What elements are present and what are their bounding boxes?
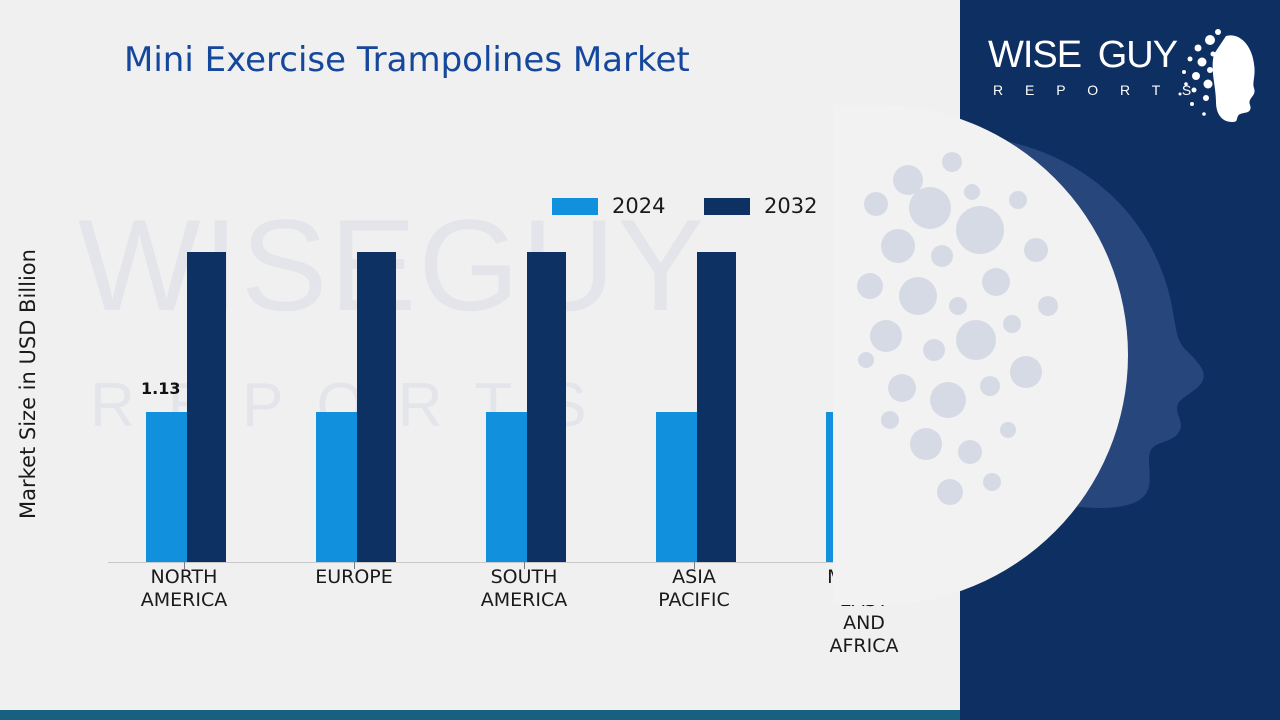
category-label-word: ASIA [672, 566, 716, 588]
category-label-word: AMERICA [140, 589, 228, 611]
category-label-word: PACIFIC [658, 589, 730, 611]
category-label-line: NORTH AMERICA [104, 566, 264, 612]
legend-label-2032: 2032 [764, 194, 818, 218]
category-label-word: SOUTH [490, 566, 558, 588]
bottom-accent-strip [0, 710, 960, 720]
y-axis-title: Market Size in USD Billion [16, 249, 40, 519]
bar-2032-north-america [187, 252, 226, 562]
category-label-asia-pacific: ASIA PACIFIC [614, 566, 774, 612]
logo-word-guy: GUY [1097, 34, 1178, 76]
bar-2032-europe [357, 252, 396, 562]
x-tick-south-america [524, 562, 525, 569]
x-tick-asia-pacific [694, 562, 695, 569]
wiseguy-logo[interactable]: WISE GUY R E P O R T S [988, 29, 1258, 123]
legend-item-2032[interactable]: 2032 [704, 194, 817, 218]
logo-subtitle: R E P O R T S [993, 82, 1201, 98]
category-label-line: ASIA PACIFIC [614, 566, 774, 612]
category-label-word: AMERICA [480, 589, 568, 611]
x-tick-europe [354, 562, 355, 569]
logo-word-wise: WISE [988, 34, 1082, 76]
category-label-word: NORTH [150, 566, 218, 588]
legend-item-2024[interactable]: 2024 [552, 194, 665, 218]
category-label-line: SOUTH AMERICA [444, 566, 604, 612]
plot-area: Market Size in USD Billion 1.13 NORTH AME… [16, 249, 953, 657]
legend-label-2024: 2024 [612, 194, 666, 218]
x-axis-baseline [108, 562, 953, 563]
legend-swatch-2024 [552, 197, 598, 215]
category-label-word: AFRICA [829, 635, 899, 657]
category-label-word: EUROPE [315, 566, 393, 588]
category-label-word: AND [843, 612, 885, 634]
category-label-europe: EUROPE [274, 566, 434, 589]
category-label-north-america: NORTH AMERICA [104, 566, 264, 612]
page-title: Mini Exercise Trampolines Market [124, 40, 690, 80]
category-label-line: EUROPE [274, 566, 434, 589]
logo-wordmark: WISE GUY [988, 34, 1178, 77]
bar-value-label-north-america-2024: 1.13 [141, 379, 181, 398]
category-label-south-america: SOUTH AMERICA [444, 566, 604, 612]
bar-2032-asia-pacific [697, 252, 736, 562]
legend-swatch-2032 [704, 197, 750, 215]
x-tick-north-america [184, 562, 185, 569]
bar-2032-south-america [527, 252, 566, 562]
logo-head-dots-icon [1178, 29, 1255, 123]
